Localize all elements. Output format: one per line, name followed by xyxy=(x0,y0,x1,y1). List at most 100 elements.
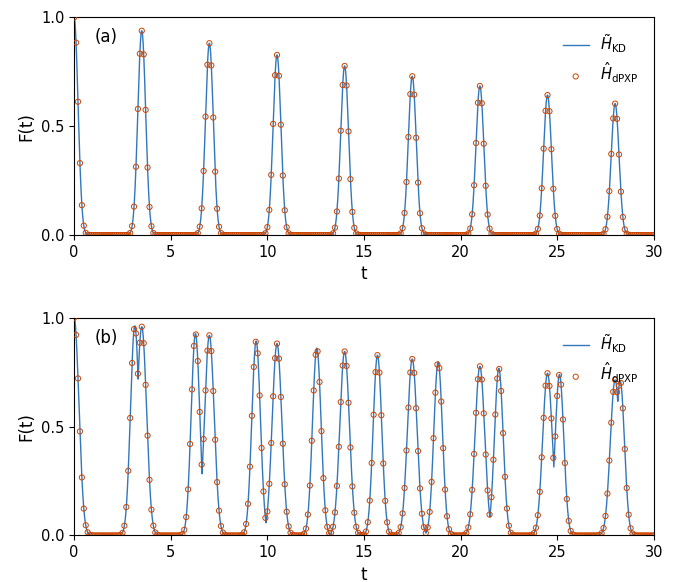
$\hat{H}_{\mathrm{dPXP}}$ xyxy=(115,530,126,540)
$\hat{H}_{\mathrm{dPXP}}$ xyxy=(537,184,547,193)
$\tilde{H}_{\mathrm{KD}}$ xyxy=(208,356,216,363)
$\hat{H}_{\mathrm{dPXP}}$ xyxy=(452,531,462,540)
$\hat{H}_{\mathrm{dPXP}}$ xyxy=(621,483,632,492)
$\hat{H}_{\mathrm{dPXP}}$ xyxy=(479,409,489,418)
$\hat{H}_{\mathrm{dPXP}}$ xyxy=(131,162,142,172)
$\hat{H}_{\mathrm{dPXP}}$ xyxy=(497,230,508,240)
$\hat{H}_{\mathrm{dPXP}}$ xyxy=(100,230,111,240)
$\hat{H}_{\mathrm{dPXP}}$ xyxy=(470,139,481,148)
$\hat{H}_{\mathrm{dPXP}}$ xyxy=(403,132,414,141)
$\hat{H}_{\mathrm{dPXP}}$ xyxy=(642,531,653,540)
$\hat{H}_{\mathrm{dPXP}}$ xyxy=(494,364,505,374)
$\hat{H}_{\mathrm{dPXP}}$ xyxy=(528,230,539,240)
$\hat{H}_{\mathrm{dPXP}}$ xyxy=(181,230,191,240)
$\hat{H}_{\mathrm{dPXP}}$ xyxy=(196,204,207,213)
$\hat{H}_{\mathrm{dPXP}}$ xyxy=(104,531,115,540)
$\hat{H}_{\mathrm{dPXP}}$ xyxy=(200,112,211,121)
$\hat{H}_{\mathrm{dPXP}}$ xyxy=(76,201,87,210)
$\hat{H}_{\mathrm{dPXP}}$ xyxy=(421,528,431,538)
$\hat{H}_{\mathrm{dPXP}}$ xyxy=(243,499,253,509)
$\hat{H}_{\mathrm{dPXP}}$ xyxy=(621,229,632,239)
$\hat{H}_{\mathrm{dPXP}}$ xyxy=(368,410,379,420)
$\hat{H}_{\mathrm{dPXP}}$ xyxy=(436,397,447,406)
$\hat{H}_{\mathrm{dPXP}}$ xyxy=(426,477,437,487)
$\hat{H}_{\mathrm{dPXP}}$ xyxy=(441,512,452,521)
$\hat{H}_{\mathrm{dPXP}}$ xyxy=(241,230,251,240)
$\hat{H}_{\mathrm{dPXP}}$ xyxy=(635,230,646,240)
$\hat{H}_{\mathrm{dPXP}}$ xyxy=(212,477,222,487)
$\hat{H}_{\mathrm{dPXP}}$ xyxy=(596,528,607,538)
$\hat{H}_{\mathrm{dPXP}}$ xyxy=(467,485,478,495)
$\hat{H}_{\mathrm{dPXP}}$ xyxy=(410,133,421,143)
$\hat{H}_{\mathrm{dPXP}}$ xyxy=(109,230,120,240)
$\hat{H}_{\mathrm{dPXP}}$ xyxy=(641,230,652,240)
$\hat{H}_{\mathrm{dPXP}}$ xyxy=(410,403,421,413)
$\hat{H}_{\mathrm{dPXP}}$ xyxy=(357,230,367,240)
$\hat{H}_{\mathrm{dPXP}}$ xyxy=(154,531,164,540)
$\hat{H}_{\mathrm{dPXP}}$ xyxy=(394,528,404,538)
$\hat{H}_{\mathrm{dPXP}}$ xyxy=(252,230,263,240)
$\hat{H}_{\mathrm{dPXP}}$ xyxy=(388,230,398,240)
$\hat{H}_{\mathrm{dPXP}}$ xyxy=(488,455,499,464)
$\hat{H}_{\mathrm{dPXP}}$ xyxy=(220,230,231,240)
$\hat{H}_{\mathrm{dPXP}}$ xyxy=(374,368,385,377)
$\hat{H}_{\mathrm{dPXP}}$ xyxy=(283,229,294,238)
$\hat{H}_{\mathrm{dPXP}}$ xyxy=(407,72,418,81)
$\hat{H}_{\mathrm{dPXP}}$ xyxy=(384,230,394,240)
$\hat{H}_{\mathrm{dPXP}}$ xyxy=(140,105,151,115)
$\hat{H}_{\mathrm{dPXP}}$ xyxy=(430,230,441,240)
$\hat{H}_{\mathrm{dPXP}}$ xyxy=(303,510,313,519)
$\hat{H}_{\mathrm{dPXP}}$ xyxy=(544,107,555,116)
$\hat{H}_{\mathrm{dPXP}}$ xyxy=(526,230,537,240)
$\hat{H}_{\mathrm{dPXP}}$ xyxy=(308,386,319,395)
$\hat{H}_{\mathrm{dPXP}}$ xyxy=(470,408,481,417)
$\hat{H}_{\mathrm{dPXP}}$ xyxy=(606,418,617,427)
$\hat{H}_{\mathrm{dPXP}}$ xyxy=(532,510,543,520)
$\hat{H}_{\mathrm{dPXP}}$ xyxy=(482,210,493,219)
$\hat{H}_{\mathrm{dPXP}}$ xyxy=(497,428,508,438)
$\hat{H}_{\mathrm{dPXP}}$ xyxy=(264,205,275,215)
$\hat{H}_{\mathrm{dPXP}}$ xyxy=(189,230,200,240)
$\hat{H}_{\mathrm{dPXP}}$ xyxy=(637,230,648,240)
$\hat{H}_{\mathrm{dPXP}}$ xyxy=(584,531,595,540)
$\hat{H}_{\mathrm{dPXP}}$ xyxy=(606,150,617,159)
$\hat{H}_{\mathrm{dPXP}}$ xyxy=(481,450,491,459)
$\hat{H}_{\mathrm{dPXP}}$ xyxy=(179,230,189,240)
$\hat{H}_{\mathrm{dPXP}}$ xyxy=(602,489,613,498)
$\hat{H}_{\mathrm{dPXP}}$ xyxy=(361,230,371,240)
$\hat{H}_{\mathrm{dPXP}}$ xyxy=(569,531,580,540)
$\hat{H}_{\mathrm{dPXP}}$ xyxy=(268,392,278,401)
$\hat{H}_{\mathrm{dPXP}}$ xyxy=(515,531,526,540)
$\hat{H}_{\mathrm{dPXP}}$ xyxy=(583,230,594,240)
$\hat{H}_{\mathrm{dPXP}}$ xyxy=(484,224,495,233)
$\hat{H}_{\mathrm{dPXP}}$ xyxy=(339,61,350,70)
$\hat{H}_{\mathrm{dPXP}}$ xyxy=(343,398,354,407)
$\hat{H}_{\mathrm{dPXP}}$ xyxy=(441,230,452,240)
$\hat{H}_{\mathrm{dPXP}}$ xyxy=(289,230,300,240)
$\hat{H}_{\mathrm{dPXP}}$ xyxy=(316,427,327,436)
$\hat{H}_{\mathrm{dPXP}}$ xyxy=(328,522,338,531)
$\hat{H}_{\mathrm{dPXP}}$ xyxy=(281,223,292,232)
$\hat{H}_{\mathrm{dPXP}}$ xyxy=(235,531,246,540)
$\hat{H}_{\mathrm{dPXP}}$ xyxy=(318,474,329,483)
$\hat{H}_{\mathrm{dPXP}}$ xyxy=(388,531,398,540)
$\hat{H}_{\mathrm{dPXP}}$ xyxy=(629,530,640,540)
$\hat{H}_{\mathrm{dPXP}}$ xyxy=(592,230,603,240)
$\hat{H}_{\mathrm{dPXP}}$ xyxy=(146,505,157,514)
$\tilde{H}_{\mathrm{KD}}$ xyxy=(645,532,653,539)
$\hat{H}_{\mathrm{dPXP}}$ xyxy=(648,230,659,240)
$\hat{H}_{\mathrm{dPXP}}$ xyxy=(69,13,80,22)
$\hat{H}_{\mathrm{dPXP}}$ xyxy=(544,381,555,391)
$\hat{H}_{\mathrm{dPXP}}$ xyxy=(254,230,265,240)
$\hat{H}_{\mathrm{dPXP}}$ xyxy=(484,510,495,519)
$\hat{H}_{\mathrm{dPXP}}$ xyxy=(148,228,159,237)
$\hat{H}_{\mathrm{dPXP}}$ xyxy=(301,524,311,533)
$\hat{H}_{\mathrm{dPXP}}$ xyxy=(254,391,265,400)
$\hat{H}_{\mathrm{dPXP}}$ xyxy=(419,229,429,238)
$\tilde{H}_{\mathrm{KD}}$ xyxy=(205,333,213,340)
$\hat{H}_{\mathrm{dPXP}}$ xyxy=(320,506,331,515)
$\hat{H}_{\mathrm{dPXP}}$ xyxy=(525,531,536,540)
$\hat{H}_{\mathrm{dPXP}}$ xyxy=(208,113,218,122)
$\hat{H}_{\mathrm{dPXP}}$ xyxy=(287,530,298,540)
$\hat{H}_{\mathrm{dPXP}}$ xyxy=(312,347,323,356)
